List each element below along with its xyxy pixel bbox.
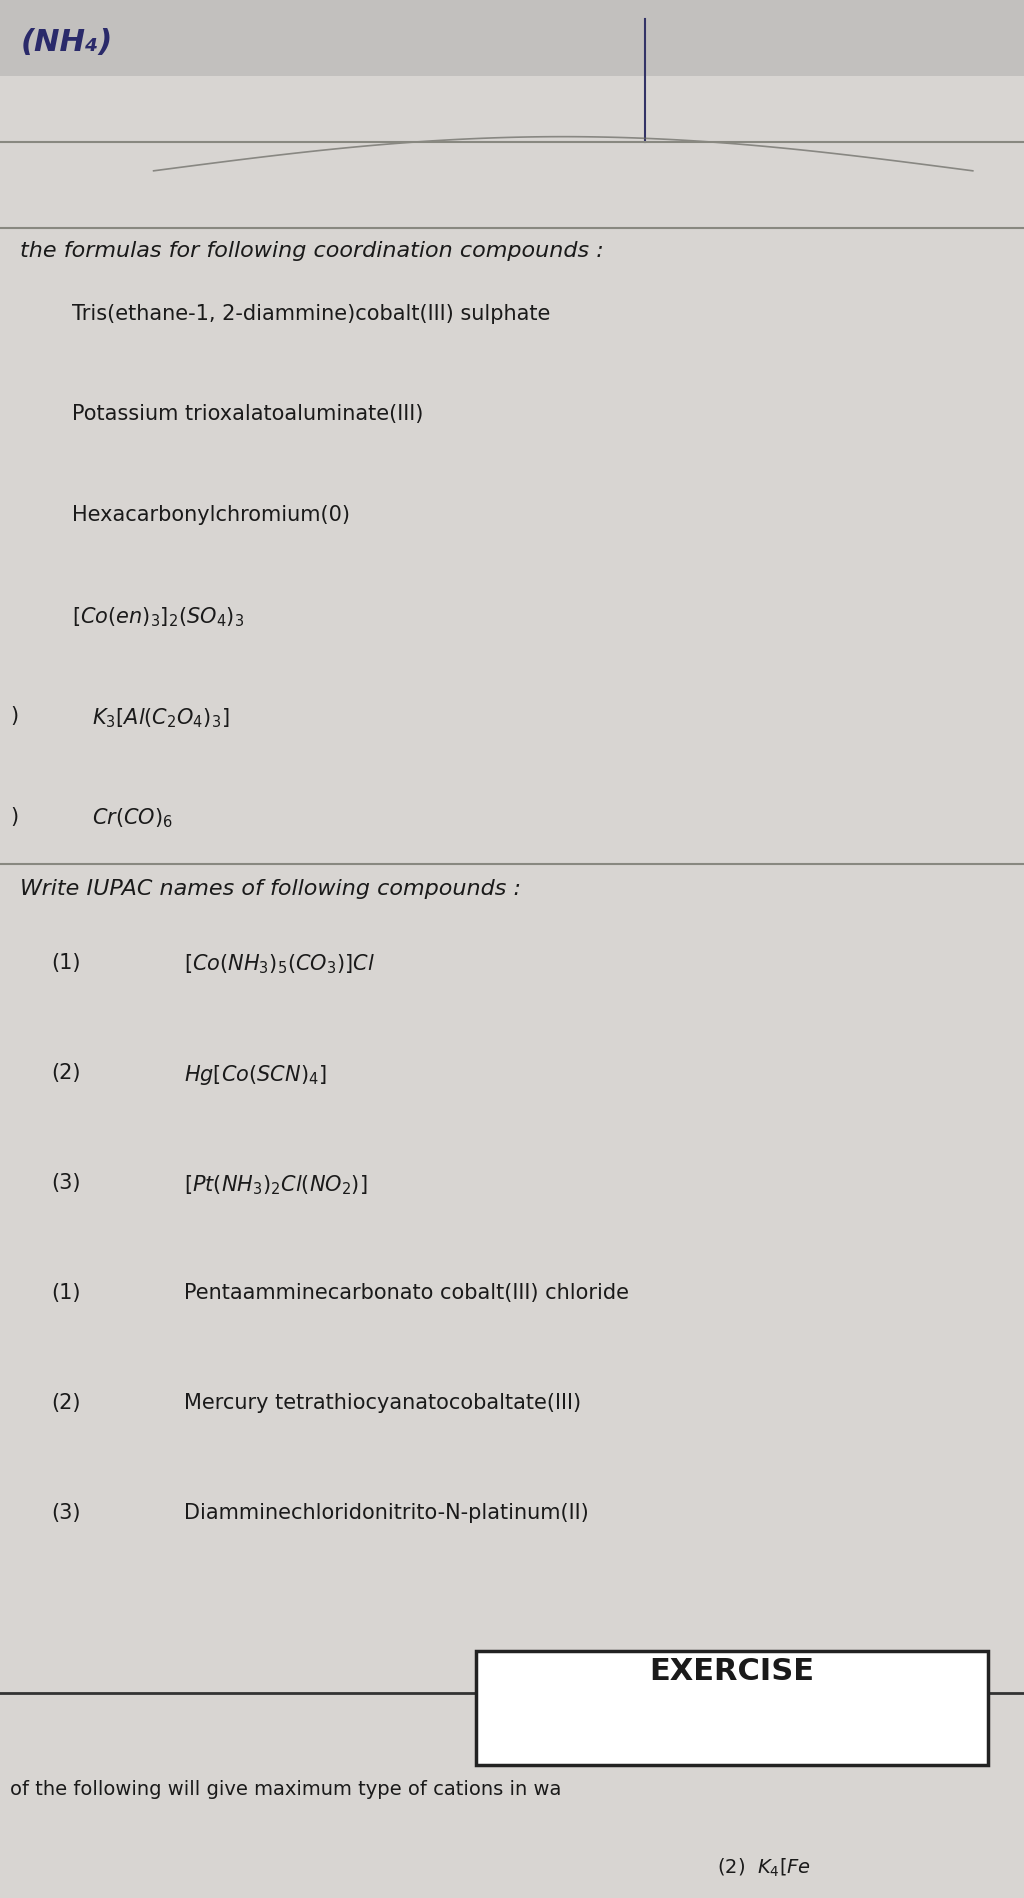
Text: (1): (1) (51, 953, 81, 974)
Text: ): ) (10, 807, 18, 828)
Text: Potassium trioxalatoaluminate(III): Potassium trioxalatoaluminate(III) (72, 404, 423, 425)
Text: Pentaamminecarbonato cobalt(III) chloride: Pentaamminecarbonato cobalt(III) chlorid… (184, 1283, 630, 1304)
Text: (3): (3) (51, 1503, 81, 1524)
Text: the formulas for following coordination compounds :: the formulas for following coordination … (20, 241, 604, 262)
Text: ): ) (10, 706, 18, 727)
Text: (1): (1) (51, 1283, 81, 1304)
Text: Write IUPAC names of following compounds :: Write IUPAC names of following compounds… (20, 879, 521, 900)
Text: $Hg[Co(SCN)_4]$: $Hg[Co(SCN)_4]$ (184, 1063, 327, 1088)
Text: $[Co(en)_3]_2(SO_4)_3$: $[Co(en)_3]_2(SO_4)_3$ (72, 605, 244, 628)
Text: (2)  $K_4[Fe$: (2) $K_4[Fe$ (717, 1856, 810, 1879)
Text: (NH₄): (NH₄) (20, 28, 113, 57)
Text: (3): (3) (51, 1173, 81, 1194)
Text: $[Pt(NH_3)_2Cl(NO_2)]$: $[Pt(NH_3)_2Cl(NO_2)]$ (184, 1173, 368, 1196)
Text: of the following will give maximum type of cations in wa: of the following will give maximum type … (10, 1780, 561, 1799)
Text: (2): (2) (51, 1063, 81, 1084)
Text: Diamminechloridonitrito-N-platinum(II): Diamminechloridonitrito-N-platinum(II) (184, 1503, 589, 1524)
Text: (2): (2) (51, 1393, 81, 1414)
Text: $Cr(CO)_6$: $Cr(CO)_6$ (92, 807, 173, 829)
Text: Mercury tetrathiocyanatocobaltate(III): Mercury tetrathiocyanatocobaltate(III) (184, 1393, 582, 1414)
Text: Hexacarbonylchromium(0): Hexacarbonylchromium(0) (72, 505, 349, 526)
Text: $K_3[Al(C_2O_4)_3]$: $K_3[Al(C_2O_4)_3]$ (92, 706, 229, 729)
Text: Tris(ethane-1, 2-diammine)cobalt(III) sulphate: Tris(ethane-1, 2-diammine)cobalt(III) su… (72, 304, 550, 325)
Text: $[Co(NH_3)_5(CO_3)]Cl$: $[Co(NH_3)_5(CO_3)]Cl$ (184, 953, 375, 976)
Text: EXERCISE: EXERCISE (649, 1657, 815, 1685)
FancyBboxPatch shape (476, 1651, 988, 1765)
